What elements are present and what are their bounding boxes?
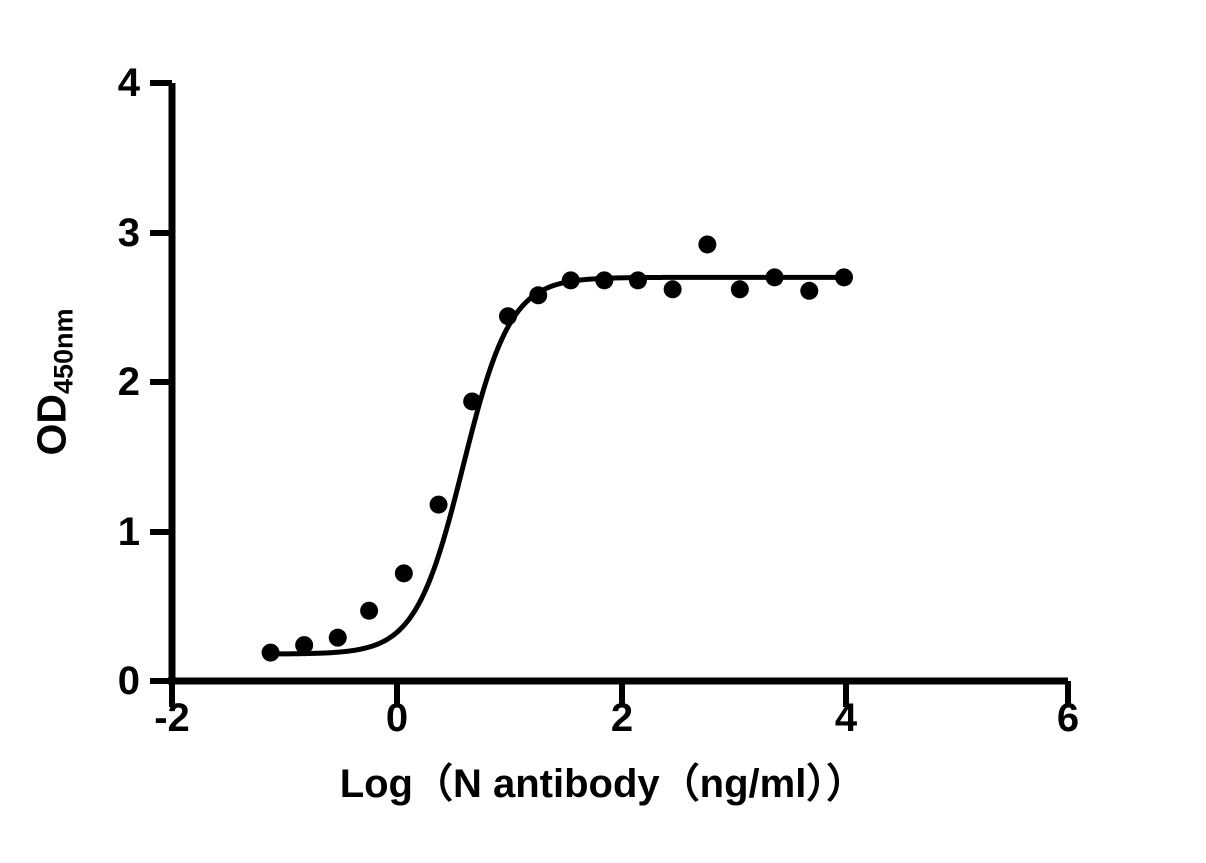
data-point: [394, 564, 413, 583]
data-point: [499, 307, 517, 326]
x-tick-label-0: 0: [385, 696, 409, 740]
data-point: [463, 392, 482, 411]
data-point: [328, 628, 347, 647]
y-tick-label-1: 1: [117, 510, 140, 554]
y-tick-label-2: 2: [117, 360, 140, 404]
x-tick-label-2: 2: [610, 696, 634, 740]
data-point: [529, 286, 548, 305]
fit-curve: [268, 274, 847, 657]
data-point: [429, 495, 448, 514]
y-axis-title-subscript: 450nm: [48, 308, 79, 395]
data-point: [295, 636, 314, 655]
x-tick-label-m2: -2: [154, 696, 190, 740]
data-point: [835, 268, 853, 287]
y-axis-title-base: OD: [28, 394, 75, 456]
data-point: [561, 271, 580, 290]
data-point: [698, 235, 717, 254]
x-axis-title: Log（N antibody（ng/ml））: [339, 762, 867, 806]
x-tick-label-4: 4: [834, 696, 858, 740]
data-point: [360, 601, 379, 620]
data-point: [730, 280, 749, 299]
data-point: [261, 643, 280, 662]
y-tick-label-0: 0: [117, 659, 140, 703]
data-series: [261, 235, 853, 662]
y-axis-ticks: [150, 80, 172, 684]
x-axis-ticks: [169, 681, 1071, 707]
y-tick-label-3: 3: [117, 211, 140, 255]
data-point: [800, 281, 819, 300]
data-point: [595, 271, 614, 290]
y-axis-title: OD450nm: [28, 308, 79, 456]
x-tick-label-6: 6: [1056, 696, 1080, 740]
data-markers: [261, 235, 853, 662]
y-tick-label-4: 4: [117, 61, 140, 105]
data-point: [765, 268, 784, 287]
axes: [150, 80, 1071, 707]
data-point: [628, 271, 647, 290]
data-point: [663, 280, 682, 299]
